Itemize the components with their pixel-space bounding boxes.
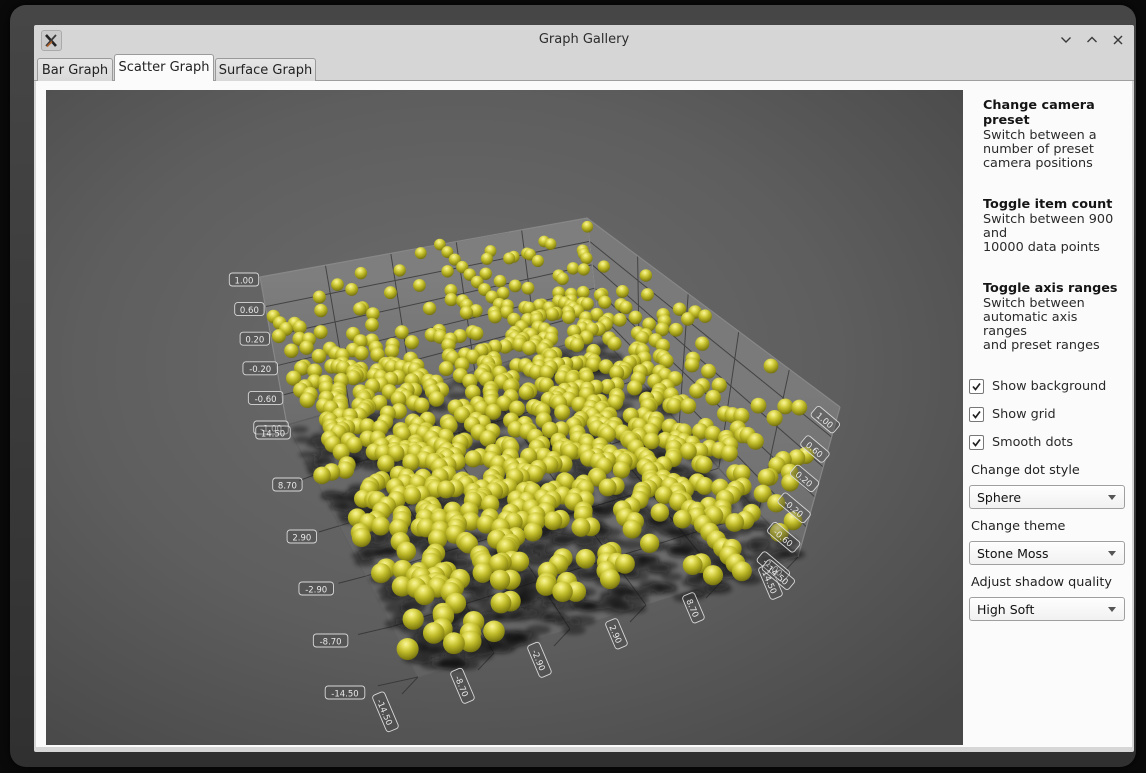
checkbox-show-background[interactable]: Show background: [969, 379, 1125, 394]
combobox-value: High Soft: [977, 601, 1035, 617]
title-bar[interactable]: Graph Gallery: [34, 25, 1134, 54]
dropdown-group: Change dot style Sphere Change theme Stone …: [969, 463, 1125, 621]
tab-scatter-graph[interactable]: Scatter Graph: [114, 54, 214, 81]
svg-text:0.20: 0.20: [245, 336, 264, 346]
dropdown-label: Change dot style: [971, 463, 1080, 478]
checkbox-icon[interactable]: [969, 379, 984, 394]
checkbox-icon[interactable]: [969, 435, 984, 450]
plot-canvas[interactable]: -1.00 -0.60 -0.20 0.20 0.60 1.00 -14.50 -8.70 -2…: [46, 90, 963, 745]
section-toggle-item-count: Toggle item count Switch between 900 and …: [969, 197, 1125, 255]
window-title: Graph Gallery: [538, 32, 630, 47]
chevron-down-icon: [1108, 495, 1116, 500]
svg-text:2.90: 2.90: [292, 533, 311, 543]
checkbox-label: Show background: [992, 379, 1107, 394]
svg-text:-2.90: -2.90: [305, 585, 327, 595]
app-window: Graph Gallery Bar Graph Scatter Graph Surf…: [34, 25, 1134, 752]
dropdown-label: Change theme: [971, 519, 1066, 534]
svg-text:-0.60: -0.60: [255, 395, 277, 405]
svg-text:14.50: 14.50: [261, 429, 285, 439]
checkbox-show-grid[interactable]: Show grid: [969, 407, 1125, 422]
checkbox-label: Show grid: [992, 407, 1056, 422]
svg-text:0.60: 0.60: [240, 306, 259, 316]
tab-bar: Bar Graph Scatter Graph Surface Graph: [34, 54, 1134, 81]
checkbox-icon[interactable]: [969, 407, 984, 422]
tab-page-scatter: -1.00 -0.60 -0.20 0.20 0.60 1.00 -14.50 -8.70 -2…: [36, 81, 1132, 747]
chevron-down-icon: [1108, 551, 1116, 556]
window-controls: [1059, 25, 1124, 54]
section-toggle-axis-ranges: Toggle axis ranges Switch between automat…: [969, 281, 1125, 353]
combobox-change-dot-style[interactable]: Sphere: [969, 485, 1125, 509]
svg-text:-14.50: -14.50: [331, 689, 358, 699]
maximize-icon[interactable]: [1085, 33, 1098, 46]
tab-bar-graph[interactable]: Bar Graph: [37, 58, 113, 81]
svg-text:-8.70: -8.70: [320, 637, 342, 647]
section-title[interactable]: Change camera preset: [983, 98, 1095, 128]
window-frame: Graph Gallery Bar Graph Scatter Graph Surf…: [10, 5, 1136, 767]
combobox-value: Sphere: [977, 489, 1022, 505]
svg-text:1.00: 1.00: [235, 276, 254, 286]
dropdown-label: Adjust shadow quality: [971, 575, 1112, 590]
svg-text:-1.00: -1.00: [260, 424, 282, 434]
tabbar-divider: [34, 80, 1134, 81]
button-sections: Change camera preset Switch between a num…: [969, 98, 1125, 353]
app-icon: [41, 30, 62, 51]
checkbox-group: Show background Show grid Smooth dots: [969, 379, 1125, 450]
combobox-value: Stone Moss: [977, 545, 1049, 561]
close-icon[interactable]: [1111, 33, 1124, 46]
section-description: Switch between 900 and 10000 data points: [983, 212, 1114, 255]
checkbox-label: Smooth dots: [992, 435, 1074, 450]
section-title[interactable]: Toggle item count: [983, 197, 1113, 212]
chevron-down-icon: [1108, 607, 1116, 612]
section-description: Switch between a number of preset camera…: [983, 128, 1097, 171]
combobox-adjust-shadow-quality[interactable]: High Soft: [969, 597, 1125, 621]
svg-text:8.70: 8.70: [278, 481, 297, 491]
section-description: Switch between automatic axis ranges and…: [983, 296, 1100, 353]
minimize-icon[interactable]: [1059, 33, 1072, 46]
section-change-camera-preset: Change camera preset Switch between a num…: [969, 98, 1125, 171]
svg-text:-0.20: -0.20: [249, 365, 271, 375]
control-panel: Change camera preset Switch between a num…: [969, 98, 1125, 621]
scatter-3d-view[interactable]: -1.00 -0.60 -0.20 0.20 0.60 1.00 -14.50 -8.70 -2…: [46, 90, 963, 745]
tab-surface-graph[interactable]: Surface Graph: [215, 58, 316, 81]
section-title[interactable]: Toggle axis ranges: [983, 281, 1118, 296]
checkbox-smooth-dots[interactable]: Smooth dots: [969, 435, 1125, 450]
combobox-change-theme[interactable]: Stone Moss: [969, 541, 1125, 565]
